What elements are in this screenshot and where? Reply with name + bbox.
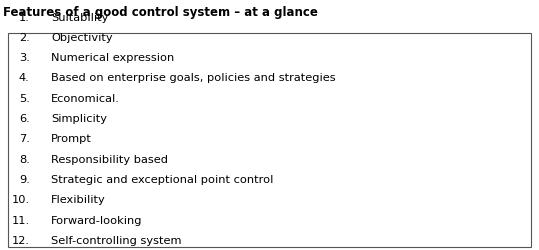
Text: 5.: 5. xyxy=(19,94,30,104)
Text: Self-controlling system: Self-controlling system xyxy=(51,235,182,245)
Text: Objectivity: Objectivity xyxy=(51,33,113,43)
Text: Numerical expression: Numerical expression xyxy=(51,53,175,63)
Text: Features of a good control system – at a glance: Features of a good control system – at a… xyxy=(3,6,317,19)
Text: 1.: 1. xyxy=(19,12,30,22)
Text: Based on enterprise goals, policies and strategies: Based on enterprise goals, policies and … xyxy=(51,73,336,83)
Text: 9.: 9. xyxy=(19,174,30,184)
Text: 3.: 3. xyxy=(19,53,30,63)
Text: 4.: 4. xyxy=(19,73,30,83)
Text: Suitability: Suitability xyxy=(51,12,108,22)
Text: 8.: 8. xyxy=(19,154,30,164)
Text: Prompt: Prompt xyxy=(51,134,92,144)
Text: 6.: 6. xyxy=(19,114,30,124)
Text: Responsibility based: Responsibility based xyxy=(51,154,168,164)
Text: Forward-looking: Forward-looking xyxy=(51,215,143,225)
Text: 10.: 10. xyxy=(11,194,30,204)
Text: Simplicity: Simplicity xyxy=(51,114,107,124)
Text: 2.: 2. xyxy=(19,33,30,43)
Text: 11.: 11. xyxy=(11,215,30,225)
Text: Flexibility: Flexibility xyxy=(51,194,106,204)
Text: 12.: 12. xyxy=(12,235,30,245)
Text: Economical.: Economical. xyxy=(51,94,120,104)
Text: Strategic and exceptional point control: Strategic and exceptional point control xyxy=(51,174,274,184)
Text: 7.: 7. xyxy=(19,134,30,144)
FancyBboxPatch shape xyxy=(8,34,531,248)
